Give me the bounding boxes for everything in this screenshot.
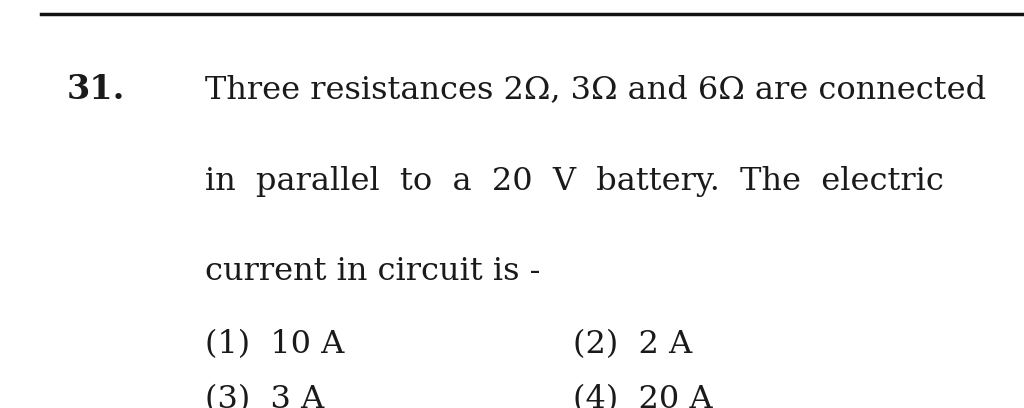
Text: 31.: 31.	[67, 73, 125, 106]
Text: Three resistances 2Ω, 3Ω and 6Ω are connected: Three resistances 2Ω, 3Ω and 6Ω are conn…	[205, 74, 986, 105]
Text: in  parallel  to  a  20  V  battery.  The  electric: in parallel to a 20 V battery. The elect…	[205, 166, 944, 197]
Text: (1)  10 A: (1) 10 A	[205, 329, 344, 360]
Text: (3)  3 A: (3) 3 A	[205, 384, 324, 408]
Text: (4)  20 A: (4) 20 A	[573, 384, 713, 408]
Text: (2)  2 A: (2) 2 A	[573, 329, 692, 360]
Text: current in circuit is -: current in circuit is -	[205, 256, 541, 287]
